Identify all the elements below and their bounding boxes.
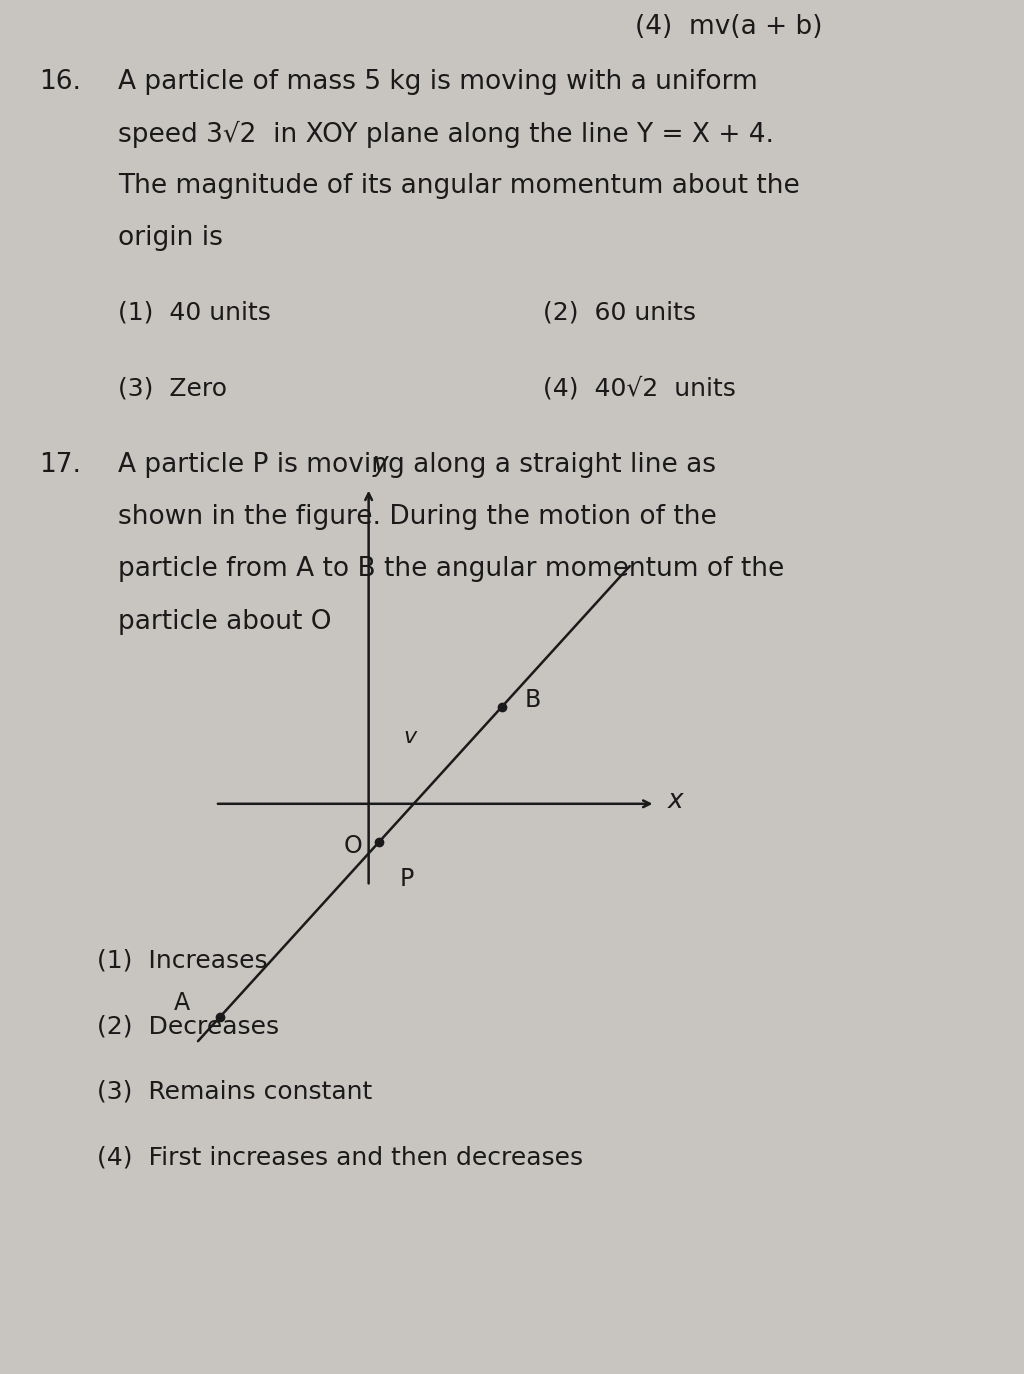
Text: (4)  40√2  units: (4) 40√2 units: [543, 376, 735, 400]
Text: v: v: [403, 727, 416, 747]
Text: (4)  mv(a + b): (4) mv(a + b): [635, 14, 822, 40]
Text: shown in the figure. During the motion of the: shown in the figure. During the motion o…: [118, 504, 717, 530]
Text: (1)  Increases: (1) Increases: [97, 948, 268, 971]
Text: O: O: [344, 834, 362, 857]
Text: (2)  60 units: (2) 60 units: [543, 301, 695, 324]
Text: origin is: origin is: [118, 225, 222, 251]
Text: (3)  Remains constant: (3) Remains constant: [97, 1080, 373, 1103]
Text: (2)  Decreases: (2) Decreases: [97, 1014, 280, 1037]
Text: A: A: [173, 991, 189, 1015]
Text: A particle of mass 5 kg is moving with a uniform: A particle of mass 5 kg is moving with a…: [118, 69, 758, 95]
Text: The magnitude of its angular momentum about the: The magnitude of its angular momentum ab…: [118, 173, 800, 199]
Text: speed 3√2  in XOY plane along the line Y = X + 4.: speed 3√2 in XOY plane along the line Y …: [118, 121, 774, 148]
Text: y: y: [373, 451, 389, 477]
Text: particle about O: particle about O: [118, 609, 331, 635]
Text: x: x: [668, 789, 683, 813]
Text: B: B: [524, 688, 541, 712]
Text: A particle P is moving along a straight line as: A particle P is moving along a straight …: [118, 452, 716, 478]
Text: (3)  Zero: (3) Zero: [118, 376, 226, 400]
Text: (1)  40 units: (1) 40 units: [118, 301, 270, 324]
Text: (4)  First increases and then decreases: (4) First increases and then decreases: [97, 1146, 584, 1169]
Text: 17.: 17.: [39, 452, 81, 478]
Text: P: P: [399, 867, 414, 890]
Text: particle from A to B the angular momentum of the: particle from A to B the angular momentu…: [118, 556, 784, 583]
Text: 16.: 16.: [39, 69, 81, 95]
